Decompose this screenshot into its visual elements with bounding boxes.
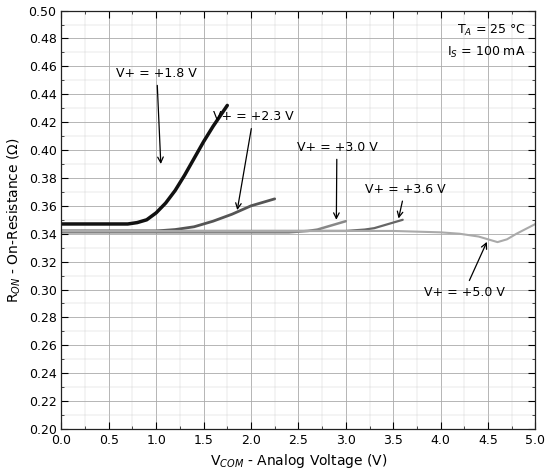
- Text: V+ = +1.8 V: V+ = +1.8 V: [116, 67, 197, 163]
- Y-axis label: R$_{ON}$ - On-Resistance (Ω): R$_{ON}$ - On-Resistance (Ω): [6, 137, 23, 303]
- Text: V+ = +3.0 V: V+ = +3.0 V: [296, 141, 377, 218]
- Text: T$_A$ = 25 °C
I$_S$ = 100 mA: T$_A$ = 25 °C I$_S$ = 100 mA: [447, 23, 526, 60]
- Text: V+ = +2.3 V: V+ = +2.3 V: [213, 110, 294, 208]
- Text: V+ = +5.0 V: V+ = +5.0 V: [424, 243, 504, 299]
- Text: V+ = +3.6 V: V+ = +3.6 V: [365, 183, 445, 217]
- X-axis label: V$_{COM}$ - Analog Voltage (V): V$_{COM}$ - Analog Voltage (V): [209, 453, 387, 470]
